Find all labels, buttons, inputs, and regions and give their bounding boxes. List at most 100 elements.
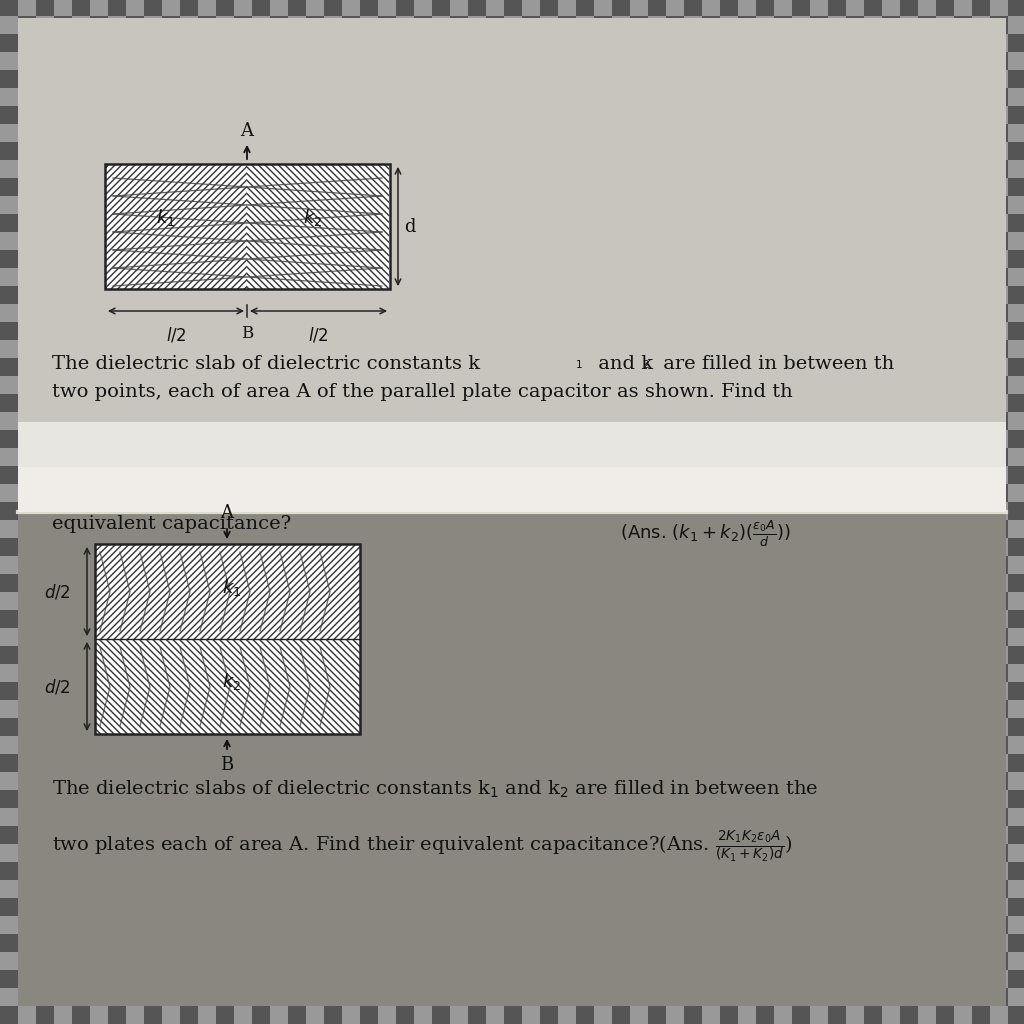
Bar <box>540 988 558 1006</box>
Bar <box>54 232 72 250</box>
Bar <box>342 160 360 178</box>
Bar <box>360 214 378 232</box>
Bar <box>828 826 846 844</box>
Bar <box>234 0 252 16</box>
Bar <box>90 736 108 754</box>
Bar <box>72 880 90 898</box>
Bar <box>612 322 630 340</box>
Bar <box>936 430 954 449</box>
Bar <box>900 934 918 952</box>
Bar <box>504 430 522 449</box>
Bar <box>936 70 954 88</box>
Bar <box>180 178 198 196</box>
Bar <box>864 322 882 340</box>
Bar <box>612 430 630 449</box>
Bar <box>270 430 288 449</box>
Bar <box>756 1006 774 1024</box>
Bar <box>684 250 702 268</box>
Bar <box>378 844 396 862</box>
Bar <box>396 520 414 538</box>
Bar <box>666 736 684 754</box>
Bar <box>72 772 90 790</box>
Bar <box>126 916 144 934</box>
Bar <box>828 880 846 898</box>
Bar <box>810 70 828 88</box>
Bar <box>270 106 288 124</box>
Bar <box>360 232 378 250</box>
Bar <box>18 718 36 736</box>
Bar <box>990 412 1008 430</box>
Bar <box>882 682 900 700</box>
Bar <box>378 592 396 610</box>
Bar <box>342 646 360 664</box>
Bar <box>900 430 918 449</box>
Bar <box>0 628 18 646</box>
Bar <box>108 574 126 592</box>
Bar <box>396 862 414 880</box>
Bar <box>558 538 575 556</box>
Bar <box>18 862 36 880</box>
Bar <box>144 610 162 628</box>
Bar <box>720 304 738 322</box>
Bar <box>108 646 126 664</box>
Bar <box>918 250 936 268</box>
Bar <box>378 106 396 124</box>
Bar <box>972 538 990 556</box>
Bar <box>828 268 846 286</box>
Bar <box>144 88 162 106</box>
Bar <box>1008 196 1024 214</box>
Bar <box>936 1006 954 1024</box>
Bar <box>486 70 504 88</box>
Bar <box>648 934 666 952</box>
Bar <box>900 286 918 304</box>
Bar <box>324 376 342 394</box>
Bar <box>756 898 774 916</box>
Bar <box>810 610 828 628</box>
Bar <box>918 736 936 754</box>
Bar <box>324 160 342 178</box>
Bar <box>504 718 522 736</box>
Bar <box>252 988 270 1006</box>
Bar <box>270 700 288 718</box>
Bar <box>504 124 522 142</box>
Bar <box>198 808 216 826</box>
Bar <box>180 772 198 790</box>
Bar <box>702 466 720 484</box>
Bar <box>594 898 612 916</box>
Bar <box>108 394 126 412</box>
Bar <box>864 952 882 970</box>
Bar <box>396 376 414 394</box>
Bar <box>288 394 306 412</box>
Bar <box>702 34 720 52</box>
Bar <box>648 484 666 502</box>
Bar <box>864 754 882 772</box>
Bar <box>738 394 756 412</box>
Bar <box>270 0 288 16</box>
Bar <box>90 394 108 412</box>
Bar <box>990 484 1008 502</box>
Bar <box>792 449 810 466</box>
Bar <box>90 376 108 394</box>
Bar <box>792 862 810 880</box>
Bar <box>198 538 216 556</box>
Bar <box>216 844 234 862</box>
Bar <box>432 790 450 808</box>
Bar <box>95 544 360 734</box>
Bar <box>342 502 360 520</box>
Bar <box>360 250 378 268</box>
Bar <box>216 862 234 880</box>
Bar <box>900 826 918 844</box>
Bar <box>126 772 144 790</box>
Bar <box>846 952 864 970</box>
Bar <box>450 16 468 34</box>
Bar <box>450 574 468 592</box>
Bar <box>630 142 648 160</box>
Bar <box>882 124 900 142</box>
Bar <box>432 449 450 466</box>
Bar <box>270 628 288 646</box>
Bar <box>558 916 575 934</box>
Bar <box>270 934 288 952</box>
Bar <box>90 646 108 664</box>
Bar <box>216 394 234 412</box>
Bar <box>324 178 342 196</box>
